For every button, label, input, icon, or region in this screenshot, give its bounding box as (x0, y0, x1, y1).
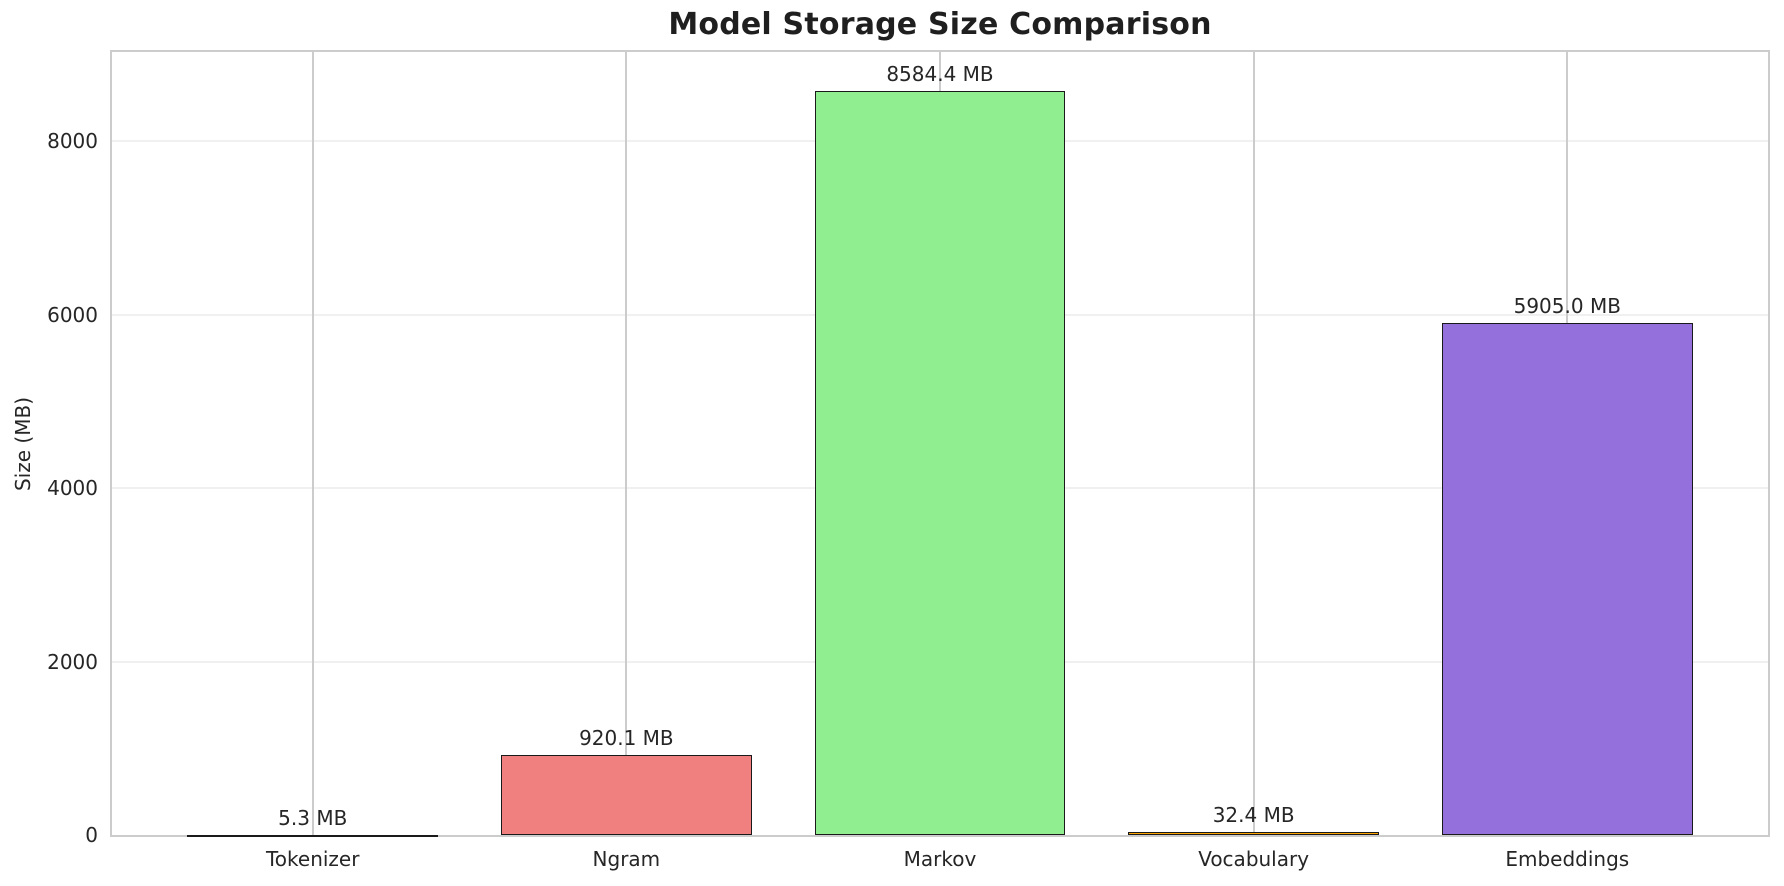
y-tick-label: 6000 (47, 302, 98, 327)
x-tick-label: Markov (903, 847, 977, 871)
x-tick-label: Vocabulary (1198, 847, 1310, 871)
y-tick-label: 2000 (47, 649, 98, 674)
bar-value-label: 5.3 MB (278, 805, 348, 830)
bar (500, 755, 752, 835)
gridline-vertical (311, 52, 314, 835)
y-axis-label: Size (MB) (11, 397, 35, 491)
bar-value-label: 8584.4 MB (886, 61, 994, 86)
chart-title: Model Storage Size Comparison (668, 7, 1212, 42)
gridline-vertical (625, 52, 628, 835)
y-tick-label: 0 (85, 823, 98, 847)
bar (187, 834, 439, 837)
y-tick-label: 4000 (47, 476, 98, 501)
bar-value-label: 920.1 MB (579, 726, 674, 751)
x-tick-label: Embeddings (1505, 847, 1630, 871)
bar-value-label: 5905.0 MB (1513, 293, 1621, 318)
bar (814, 90, 1066, 835)
gridline-vertical (1252, 52, 1255, 835)
x-tick-label: Tokenizer (265, 847, 360, 871)
bar-value-label: 32.4 MB (1212, 803, 1295, 828)
plot-area: 0 2000 4000 6000 8000 5.3 MB Tokenizer 920.1 MB… (47, 50, 1770, 871)
x-tick-label: Ngram (592, 847, 661, 871)
bar (1128, 832, 1380, 835)
bar (1441, 322, 1693, 835)
y-tick-label: 8000 (47, 129, 98, 154)
